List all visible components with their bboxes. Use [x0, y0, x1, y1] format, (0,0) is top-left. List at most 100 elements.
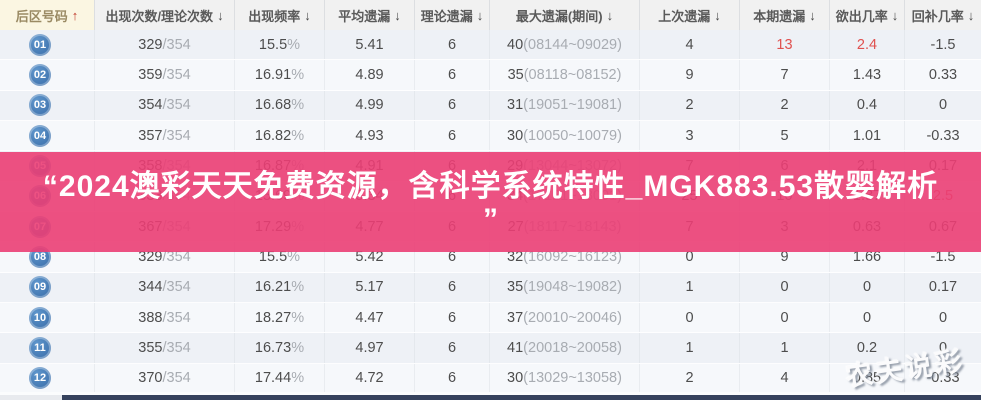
col-header-payback-chance[interactable]: 回补几率 ↓: [905, 0, 981, 30]
cell-last-omission: 1: [640, 333, 740, 363]
sort-desc-icon: ↓: [967, 7, 975, 23]
cell-last-omission: 9: [640, 60, 740, 90]
cell-number: 09: [0, 272, 95, 302]
number-badge: 01: [29, 33, 51, 56]
cell-count: 329/354: [95, 30, 235, 60]
cell-avg-omission: 4.72: [325, 363, 415, 393]
table-row: 09 344/354 16.21% 5.17 6 35 (19048~19082)…: [0, 272, 981, 303]
cell-theoretical-omission: 6: [415, 120, 490, 151]
col-header-label: 出现次数/理论次数: [105, 8, 214, 24]
table-row: 12 370/354 17.44% 4.72 6 30 (13029~13058)…: [0, 363, 981, 394]
cell-max-omission: 30 (13029~13058): [490, 363, 640, 393]
cell-max-omission: 37 (20010~20046): [490, 302, 640, 333]
cell-max-omission: 30 (10050~10079): [490, 120, 640, 151]
cell-last-omission: 2: [640, 363, 740, 393]
cell-frequency: 15.5%: [235, 30, 325, 60]
bottom-scrollbar[interactable]: [62, 395, 981, 400]
cell-avg-omission: 5.42: [325, 242, 415, 272]
col-header-max-omission[interactable]: 最大遗漏(期间) ↓: [490, 0, 640, 30]
cell-payback-chance: 0: [938, 97, 948, 114]
cell-number: 11: [0, 333, 95, 363]
cell-payback-chance: -1.5: [930, 248, 956, 265]
cell-max-omission: 35 (19048~19082): [490, 272, 640, 302]
cell-current-omission: 7: [740, 60, 830, 90]
cell-last-omission: 0: [640, 242, 740, 272]
promo-banner-text-line1: “2024澳彩天天免费资源，含科学系统特性_MGK883.53散婴解析: [42, 170, 939, 203]
col-header-label: 平均遗漏: [338, 8, 391, 24]
cell-avg-omission: 5.17: [325, 272, 415, 302]
cell-current-omission: 13: [740, 30, 830, 60]
cell-count: 355/354: [95, 333, 235, 363]
cell-frequency: 16.82%: [235, 120, 325, 151]
col-header-label: 后区号码: [15, 8, 68, 24]
cell-payback-chance: 0.33: [928, 66, 958, 83]
table-row: 11 355/354 16.73% 4.97 6 41 (20018~20058)…: [0, 333, 981, 364]
number-badge: 02: [29, 63, 51, 86]
number-badge: 11: [29, 336, 51, 359]
cell-last-omission: 3: [640, 120, 740, 151]
cell-number: 01: [0, 30, 95, 60]
cell-theoretical-omission: 6: [415, 90, 490, 120]
cell-current-omission: 0: [740, 272, 830, 302]
cell-max-omission: 41 (20018~20058): [490, 333, 640, 363]
col-header-count[interactable]: 出现次数/理论次数 ↓: [95, 0, 235, 30]
bottom-divider: [0, 392, 981, 395]
sort-desc-icon: ↓: [476, 7, 484, 23]
cell-frequency: 18.27%: [235, 302, 325, 333]
table-row: 04 357/354 16.82% 4.93 6 30 (10050~10079)…: [0, 120, 981, 152]
promo-banner-overlay[interactable]: “2024澳彩天天免费资源，含科学系统特性_MGK883.53散婴解析 ”: [0, 152, 981, 252]
number-badge: 09: [29, 276, 51, 299]
col-header-current-omission[interactable]: 本期遗漏 ↓: [740, 0, 830, 30]
cell-avg-omission: 4.93: [325, 120, 415, 151]
cell-number: 10: [0, 302, 95, 333]
col-header-number[interactable]: 后区号码 ↑: [0, 0, 95, 30]
cell-appear-chance: 0.4: [830, 90, 905, 120]
cell-avg-omission: 4.97: [325, 333, 415, 363]
cell-count: 388/354: [95, 302, 235, 333]
cell-theoretical-omission: 6: [415, 242, 490, 272]
col-header-last-omission[interactable]: 上次遗漏 ↓: [640, 0, 740, 30]
cell-current-omission: 9: [740, 242, 830, 272]
col-header-label: 出现频率: [248, 8, 301, 24]
number-badge: 03: [29, 94, 51, 117]
sort-desc-icon: ↓: [809, 7, 816, 23]
cell-payback-chance: 0.17: [928, 279, 958, 296]
cell-current-omission: 4: [740, 363, 830, 393]
cell-frequency: 16.68%: [235, 90, 325, 120]
col-header-theoretical-omission[interactable]: 理论遗漏 ↓: [415, 0, 490, 30]
cell-count: 357/354: [95, 120, 235, 151]
cell-number: 03: [0, 90, 95, 120]
cell-payback-chance: 0: [938, 339, 948, 356]
cell-last-omission: 1: [640, 272, 740, 302]
col-header-label: 回补几率: [911, 8, 964, 24]
col-header-frequency[interactable]: 出现频率 ↓: [235, 0, 325, 30]
col-header-label: 欲出几率: [835, 8, 888, 24]
table-row: 02 359/354 16.91% 4.89 6 35 (08118~08152)…: [0, 60, 981, 91]
cell-last-omission: 0: [640, 302, 740, 333]
cell-frequency: 17.44%: [235, 363, 325, 393]
cell-appear-chance: 0.85: [830, 363, 905, 393]
cell-max-omission: 32 (16092~16123): [490, 242, 640, 272]
col-header-appear-chance[interactable]: 欲出几率 ↓: [830, 0, 905, 30]
cell-number: 04: [0, 120, 95, 151]
cell-payback-chance: 0: [938, 309, 948, 326]
cell-count: 329/354: [95, 242, 235, 272]
cell-payback-chance: -1.5: [930, 36, 956, 53]
cell-max-omission: 40 (08144~09029): [490, 30, 640, 60]
cell-avg-omission: 4.99: [325, 90, 415, 120]
sort-asc-icon: ↑: [71, 7, 79, 23]
cell-max-omission: 35 (08118~08152): [490, 60, 640, 90]
cell-payback-chance: -0.33: [926, 127, 960, 144]
cell-current-omission: 2: [740, 90, 830, 120]
sort-desc-icon: ↓: [714, 7, 721, 23]
cell-avg-omission: 5.41: [325, 30, 415, 60]
cell-theoretical-omission: 6: [415, 30, 490, 60]
number-badge: 10: [29, 306, 51, 329]
col-header-avg-omission[interactable]: 平均遗漏 ↓: [325, 0, 415, 30]
cell-appear-chance: 0: [830, 302, 905, 333]
sort-desc-icon: ↓: [217, 7, 224, 23]
cell-appear-chance: 0.2: [830, 333, 905, 363]
sort-desc-icon: ↓: [606, 7, 614, 23]
cell-theoretical-omission: 6: [415, 363, 490, 393]
